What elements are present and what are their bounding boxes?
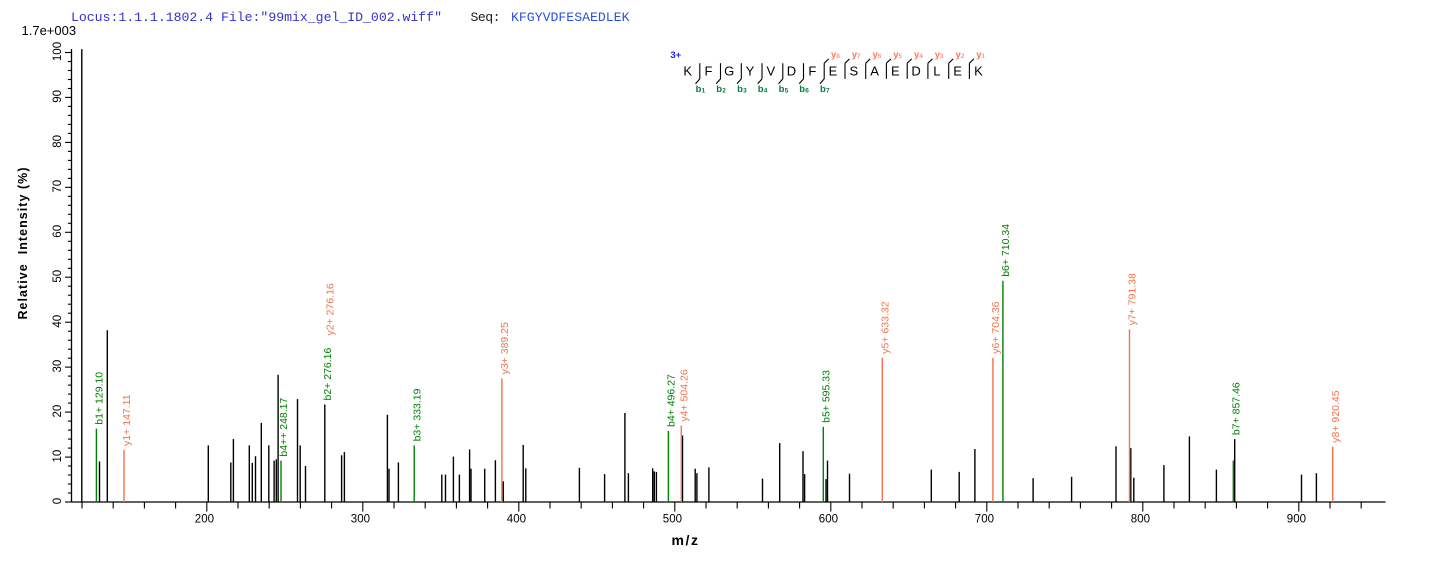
svg-text:y5+ 633.32: y5+ 633.32 [880, 301, 892, 353]
svg-text:y3+ 389.25: y3+ 389.25 [499, 322, 511, 374]
svg-text:40: 40 [52, 315, 64, 328]
svg-text:b4++ 248.17: b4++ 248.17 [278, 397, 290, 456]
svg-text:V: V [766, 64, 775, 79]
svg-text:b1+ 129.10: b1+ 129.10 [94, 372, 106, 425]
svg-text:F: F [808, 64, 816, 79]
svg-text:y2+ 276.16: y2+ 276.16 [325, 283, 337, 335]
svg-text:b2+ 276.16: b2+ 276.16 [322, 347, 334, 400]
svg-text:b: b [758, 84, 764, 95]
svg-text:b: b [820, 84, 826, 95]
svg-text:30: 30 [52, 360, 64, 373]
svg-text:y8+ 920.45: y8+ 920.45 [1330, 390, 1342, 442]
svg-text:Y: Y [746, 64, 755, 79]
svg-text:b: b [737, 84, 743, 95]
svg-text:800: 800 [1131, 514, 1150, 526]
svg-text:b: b [696, 84, 702, 95]
svg-text:200: 200 [195, 514, 214, 526]
svg-text:10: 10 [52, 450, 64, 463]
svg-text:E: E [891, 64, 900, 79]
svg-text:y: y [852, 50, 858, 61]
svg-text:6: 6 [805, 88, 809, 95]
svg-text:1: 1 [702, 88, 706, 95]
svg-text:6: 6 [878, 53, 882, 60]
svg-text:1: 1 [981, 53, 985, 60]
svg-text:y: y [976, 50, 982, 61]
svg-text:E: E [829, 64, 838, 79]
svg-text:S: S [849, 64, 858, 79]
svg-text:400: 400 [507, 514, 526, 526]
svg-text:y1+ 147.11: y1+ 147.11 [121, 394, 133, 446]
svg-text:1.7e+003: 1.7e+003 [22, 23, 77, 38]
svg-text:b4+ 496.27: b4+ 496.27 [666, 374, 678, 427]
svg-text:Seq:: Seq: [471, 10, 501, 25]
svg-text:900: 900 [1287, 514, 1306, 526]
svg-text:K: K [683, 64, 692, 79]
svg-text:D: D [911, 64, 920, 79]
svg-text:A: A [870, 64, 879, 79]
svg-text:F: F [705, 64, 713, 79]
svg-text:K: K [974, 64, 983, 79]
svg-text:5: 5 [898, 53, 902, 60]
svg-text:0: 0 [52, 498, 64, 504]
svg-text:700: 700 [975, 514, 994, 526]
svg-text:E: E [953, 64, 962, 79]
svg-text:70: 70 [52, 180, 64, 193]
svg-text:100: 100 [52, 42, 64, 61]
svg-text:600: 600 [819, 514, 838, 526]
svg-text:80: 80 [52, 135, 64, 148]
svg-text:60: 60 [52, 225, 64, 238]
svg-text:4: 4 [919, 53, 923, 60]
svg-text:y7+ 791.38: y7+ 791.38 [1127, 273, 1139, 325]
svg-text:Relative Intensity (%): Relative Intensity (%) [16, 168, 30, 320]
svg-text:b: b [799, 84, 805, 95]
svg-text:4: 4 [764, 88, 768, 95]
svg-text:50: 50 [52, 270, 64, 283]
svg-text:b7+ 857.46: b7+ 857.46 [1231, 382, 1243, 435]
svg-text:KFGYVDFESAEDLEK: KFGYVDFESAEDLEK [511, 10, 630, 25]
svg-text:20: 20 [52, 405, 64, 418]
svg-text:b6+ 710.34: b6+ 710.34 [1000, 224, 1012, 277]
svg-text:L: L [933, 64, 940, 79]
svg-text:b5+ 595.33: b5+ 595.33 [821, 370, 833, 423]
svg-text:b3+ 333.19: b3+ 333.19 [411, 388, 423, 441]
svg-text:3: 3 [940, 53, 944, 60]
svg-text:2: 2 [722, 88, 726, 95]
svg-text:300: 300 [351, 514, 370, 526]
svg-text:b: b [779, 84, 785, 95]
svg-text:D: D [787, 64, 796, 79]
svg-text:3+: 3+ [670, 50, 681, 61]
svg-text:8: 8 [836, 53, 840, 60]
svg-text:b: b [716, 84, 722, 95]
svg-text:m/z: m/z [672, 532, 699, 548]
svg-text:7: 7 [857, 53, 861, 60]
svg-text:5: 5 [785, 88, 789, 95]
svg-text:y: y [935, 50, 941, 61]
svg-text:y4+ 504.26: y4+ 504.26 [679, 369, 691, 421]
svg-text:3: 3 [743, 88, 747, 95]
svg-text:500: 500 [663, 514, 682, 526]
svg-text:y: y [831, 50, 837, 61]
svg-text:y: y [893, 50, 899, 61]
svg-text:y: y [914, 50, 920, 61]
svg-text:90: 90 [52, 90, 64, 103]
svg-text:Locus:1.1.1.1802.4 File:"99mix: Locus:1.1.1.1802.4 File:"99mix_gel_ID_00… [71, 10, 442, 25]
svg-text:y6+ 704.36: y6+ 704.36 [990, 301, 1002, 353]
svg-text:7: 7 [826, 88, 830, 95]
svg-text:y: y [956, 50, 962, 61]
svg-text:y: y [873, 50, 879, 61]
svg-text:G: G [724, 64, 734, 79]
svg-text:2: 2 [961, 53, 965, 60]
